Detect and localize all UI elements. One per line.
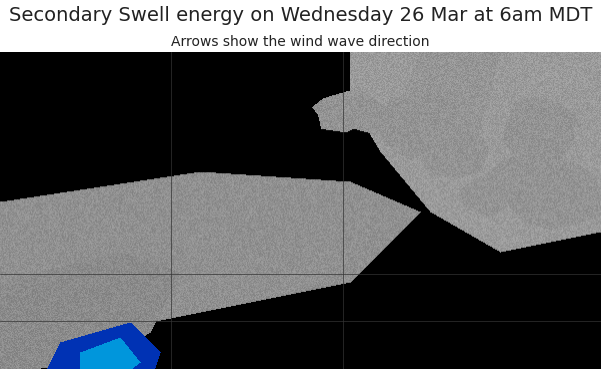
Text: Arrows show the wind wave direction: Arrows show the wind wave direction bbox=[171, 35, 430, 48]
Text: Secondary Swell energy on Wednesday 26 Mar at 6am MDT: Secondary Swell energy on Wednesday 26 M… bbox=[9, 6, 592, 25]
